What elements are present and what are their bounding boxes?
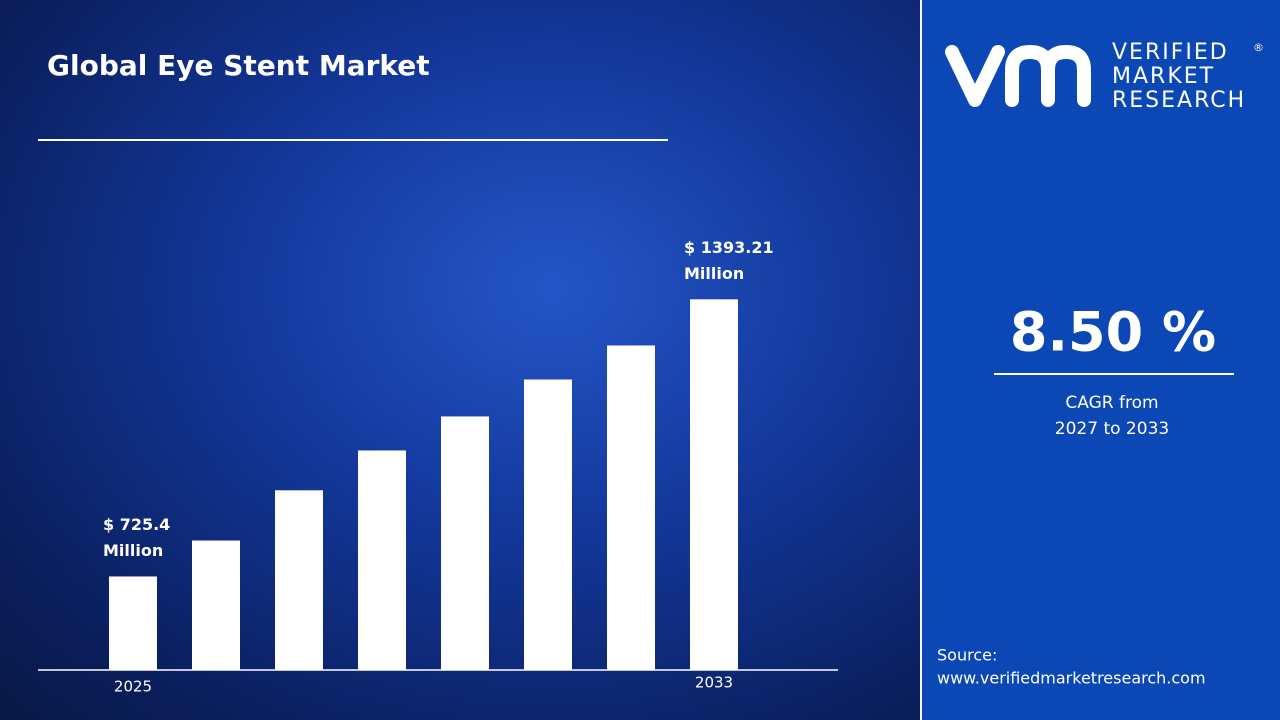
source-url: www.verifiedmarketresearch.com	[937, 669, 1206, 688]
value-label: $ 725.4 Million	[103, 515, 171, 561]
logo-text: RESEARCH	[1112, 88, 1246, 113]
source-label: Source:	[937, 646, 997, 665]
x-tick-label: 2025	[114, 678, 152, 696]
x-tick-label: 2033	[695, 674, 733, 692]
value-label: $ 1393.21 Million	[684, 238, 774, 284]
bar	[275, 490, 323, 670]
logo-trademark: ®	[1253, 41, 1264, 54]
cagr-label: CAGR from	[1065, 393, 1158, 413]
bar	[192, 540, 240, 670]
logo-text: MARKET	[1112, 64, 1215, 89]
logo-mark	[945, 45, 1091, 107]
cagr-label: 2027 to 2033	[1055, 419, 1169, 439]
bar	[690, 299, 738, 670]
chart-title: Global Eye Stent Market	[47, 49, 430, 82]
cagr-value: 8.50 %	[1010, 301, 1216, 364]
info-panel	[922, 0, 1280, 720]
bar	[524, 379, 572, 670]
bar	[358, 450, 406, 670]
bar	[109, 576, 157, 670]
bar	[607, 345, 655, 670]
logo-text: VERIFIED	[1112, 40, 1229, 65]
bar	[441, 416, 489, 670]
